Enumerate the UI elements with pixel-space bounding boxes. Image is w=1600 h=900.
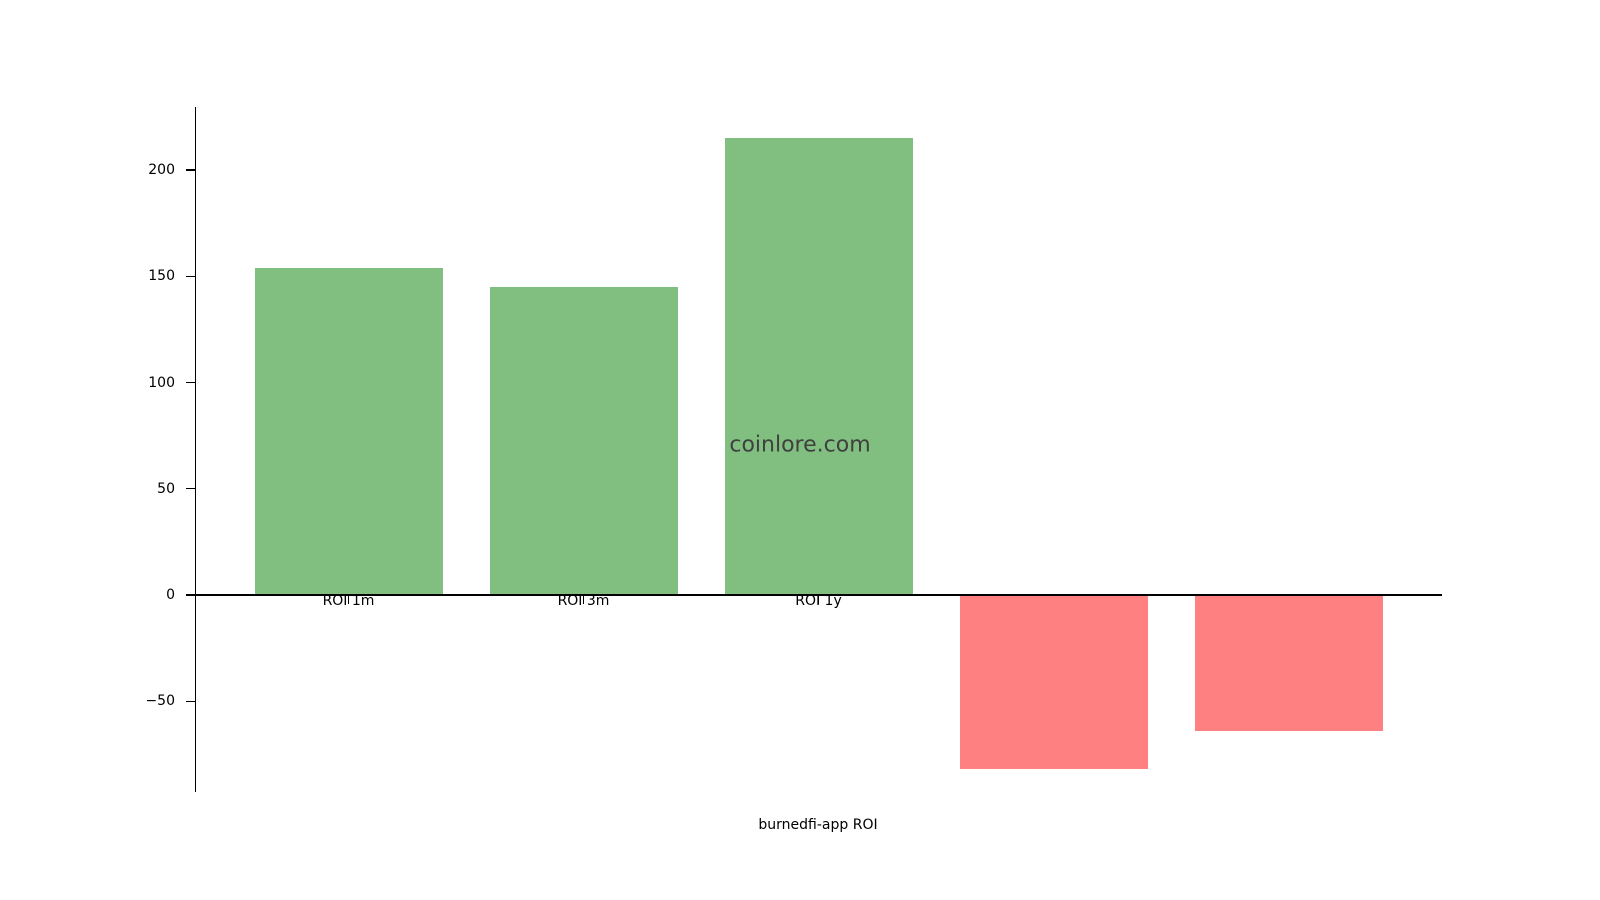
- x-axis-line: [195, 594, 1442, 596]
- x-tick-0: [347, 595, 350, 604]
- y-tick-50: [186, 488, 197, 490]
- y-tick-label-0: 0: [166, 587, 175, 603]
- x-tick-label-2: ROI 1y: [795, 593, 842, 609]
- bar-2: [724, 138, 913, 595]
- x-tick-1: [582, 595, 585, 604]
- y-tick--50: [186, 700, 197, 702]
- y-tick-200: [186, 169, 197, 171]
- y-tick-0: [186, 594, 197, 596]
- y-axis-spine: [195, 107, 197, 792]
- bar-1: [489, 286, 678, 595]
- y-tick-label-100: 100: [148, 374, 175, 391]
- x-tick-label-1: ROI 3m: [557, 593, 610, 609]
- x-tick-label-0: ROI 1m: [322, 593, 375, 609]
- y-tick-label-150: 150: [148, 268, 175, 285]
- x-tick-2: [817, 595, 820, 604]
- watermark-text: coinlore.com: [729, 432, 871, 458]
- chart-xlabel: burnedfi-app ROI: [758, 817, 878, 833]
- y-tick-label-200: 200: [148, 162, 175, 178]
- y-tick-100: [186, 381, 197, 384]
- bar-0: [254, 267, 443, 595]
- y-tick-150: [186, 275, 197, 277]
- bar-4: [1194, 595, 1383, 731]
- bar-3: [959, 595, 1148, 770]
- y-tick-label-50: 50: [157, 480, 175, 497]
- y-tick-label--50: −50: [145, 693, 175, 710]
